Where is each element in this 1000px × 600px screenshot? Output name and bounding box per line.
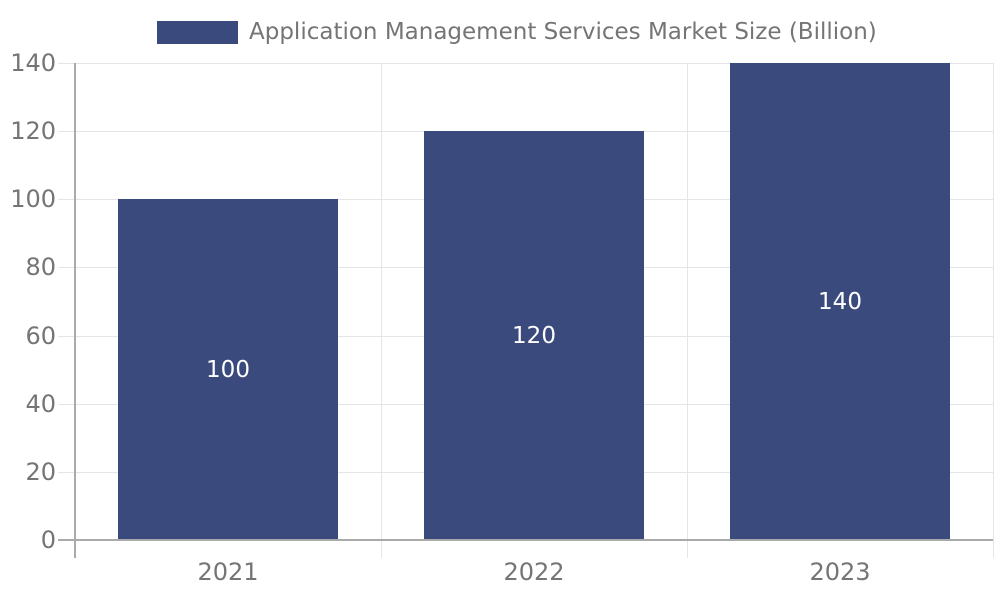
bar-value-label: 120 [512,323,556,349]
y-tick-label: 60 [25,322,56,350]
y-tick-label: 20 [25,458,56,486]
y-grid-line [58,63,993,64]
y-axis-line [74,63,76,558]
y-tick-label: 140 [10,49,56,77]
legend-item[interactable]: Application Management Services Market S… [157,18,877,46]
x-grid-line [381,63,382,558]
legend-swatch [157,20,238,44]
bar-value-label: 100 [206,357,250,383]
legend-label: Application Management Services Market S… [249,19,877,45]
x-grid-line [687,63,688,558]
y-tick-label: 120 [10,117,56,145]
bar [424,131,644,540]
y-tick-label: 80 [25,253,56,281]
y-tick-label: 0 [40,526,56,554]
y-tick-label: 40 [25,390,56,418]
y-tick-label: 100 [10,185,56,213]
bar [730,63,950,540]
x-tick-label: 2021 [197,558,259,586]
bar [118,199,338,540]
x-tick-label: 2023 [809,558,871,586]
bar-value-label: 140 [818,289,862,315]
x-axis-line [58,539,993,541]
x-tick-label: 2022 [503,558,565,586]
x-grid-line [993,63,994,558]
